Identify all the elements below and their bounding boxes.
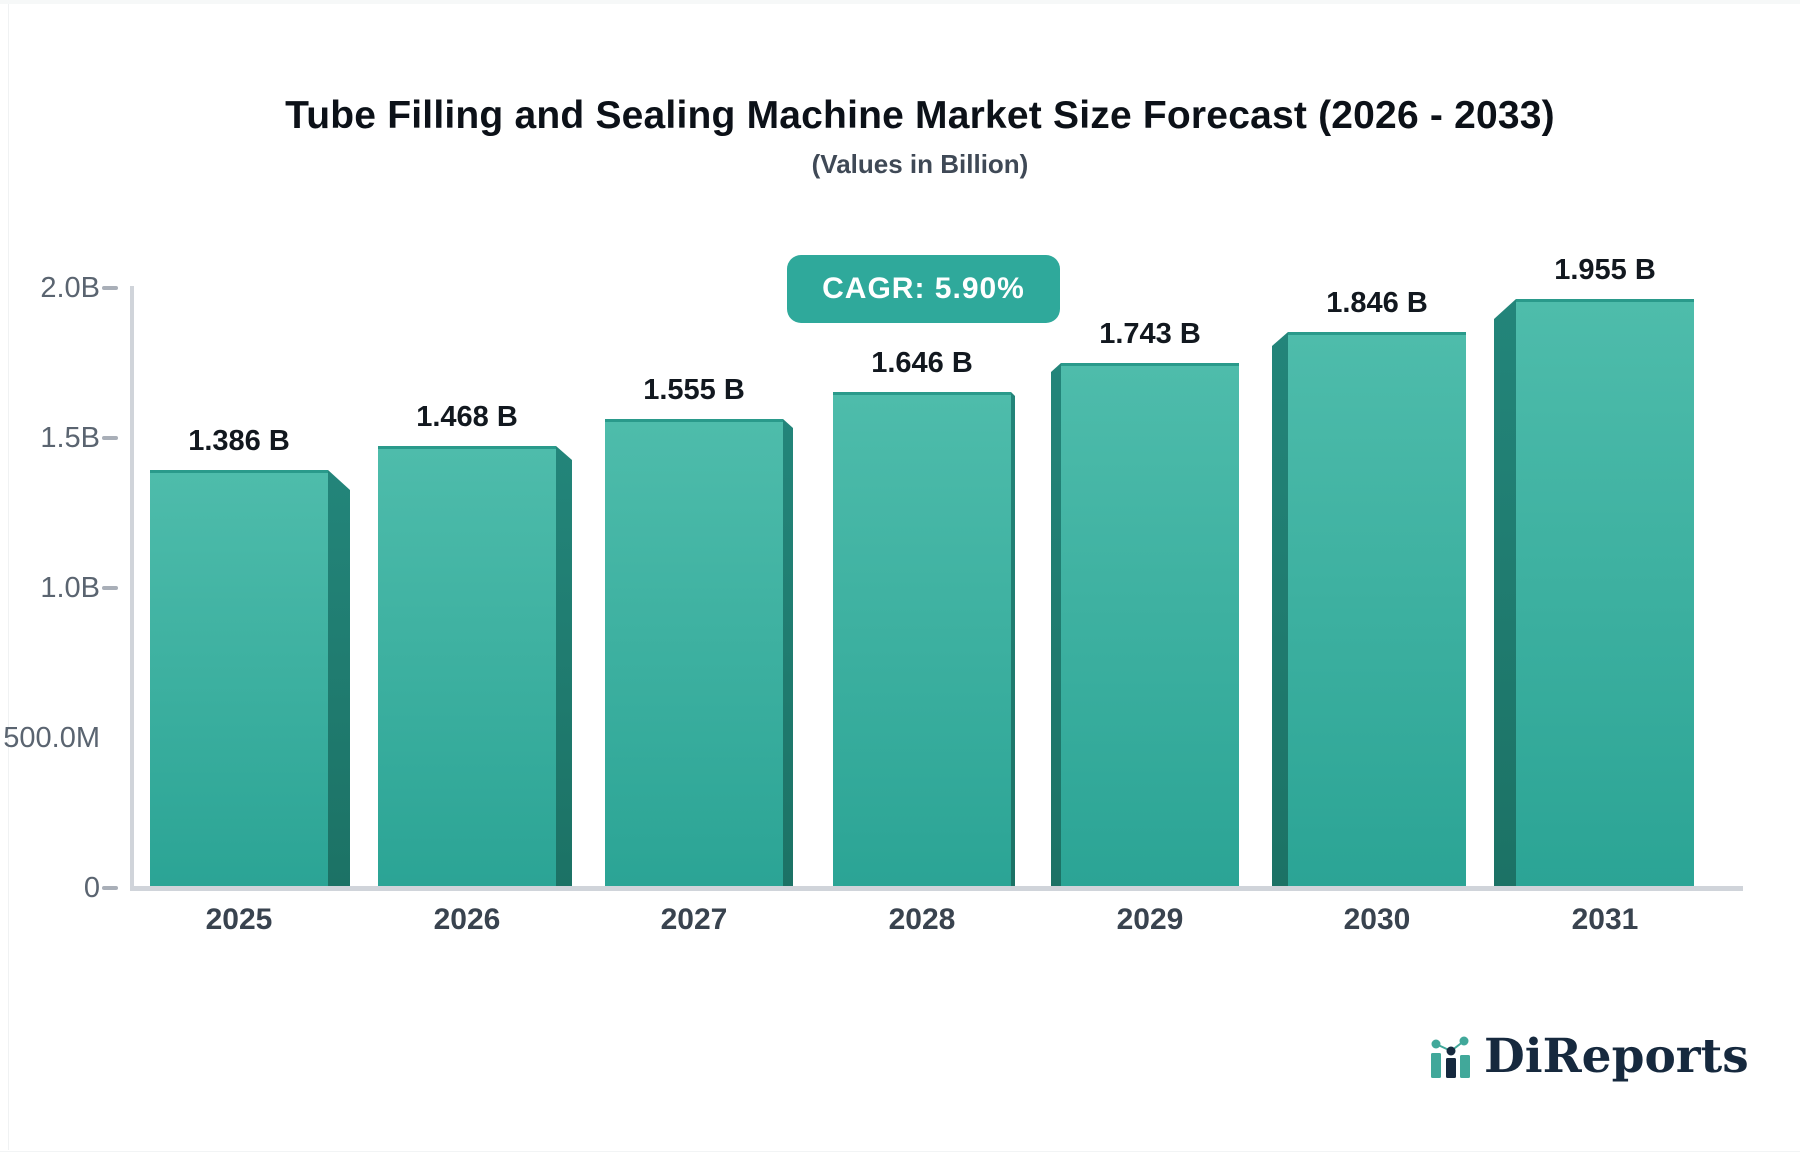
bar-value-label: 1.846 B [1326, 287, 1428, 319]
y-axis-label: 500.0M [3, 722, 100, 754]
bar-value-label: 1.646 B [871, 347, 973, 379]
bar-side-face [1011, 392, 1015, 886]
x-axis-line [130, 886, 1743, 891]
bar-2026 [378, 446, 556, 886]
page-bottom-edge [0, 1151, 1800, 1152]
bar-side-face [1272, 332, 1288, 886]
y-axis-tick [102, 286, 118, 290]
y-axis-line [130, 286, 134, 891]
x-axis-label-2025: 2025 [205, 903, 273, 936]
bar-2025 [150, 470, 328, 886]
x-axis-label-2027: 2027 [660, 903, 728, 936]
x-axis-label-2031: 2031 [1571, 903, 1639, 936]
y-axis-label: 2.0B [40, 272, 100, 304]
chart-subtitle: (Values in Billion) [811, 149, 1029, 179]
bar-2030 [1288, 332, 1466, 886]
y-axis-tick [102, 886, 118, 890]
logo-chart-icon [1431, 1036, 1470, 1078]
page-top-edge [0, 0, 1800, 4]
bar-side-face [556, 446, 572, 886]
direports-logo: DiReports [1428, 1032, 1749, 1082]
bar-2029 [1061, 363, 1239, 886]
logo-text: DiReports [1484, 1029, 1749, 1084]
x-axis-label-2026: 2026 [433, 903, 501, 936]
y-axis-tick [102, 586, 118, 590]
bar-side-face [1494, 299, 1516, 886]
page-left-edge [8, 4, 9, 1150]
bar-2027 [605, 419, 783, 886]
bar-side-face [783, 419, 793, 886]
y-axis-label: 1.5B [40, 422, 100, 454]
bar-value-label: 1.743 B [1099, 318, 1201, 350]
chart-title: Tube Filling and Sealing Machine Market … [285, 94, 1555, 137]
y-axis-label: 0 [83, 872, 100, 904]
x-axis-label-2030: 2030 [1343, 903, 1411, 936]
bar-side-face [328, 470, 350, 886]
bar-value-label: 1.386 B [188, 425, 290, 457]
bar-value-label: 1.955 B [1554, 254, 1656, 286]
cagr-badge: CAGR: 5.90% [787, 255, 1060, 323]
y-axis-label: 1.0B [40, 572, 100, 604]
y-axis-tick [102, 436, 118, 440]
bar-value-label: 1.555 B [643, 374, 745, 406]
bar-side-face [1051, 363, 1061, 886]
x-axis-label-2029: 2029 [1116, 903, 1184, 936]
bar-2031 [1516, 299, 1694, 886]
bar-value-label: 1.468 B [416, 401, 518, 433]
bar-2028 [833, 392, 1011, 886]
x-axis-label-2028: 2028 [888, 903, 956, 936]
